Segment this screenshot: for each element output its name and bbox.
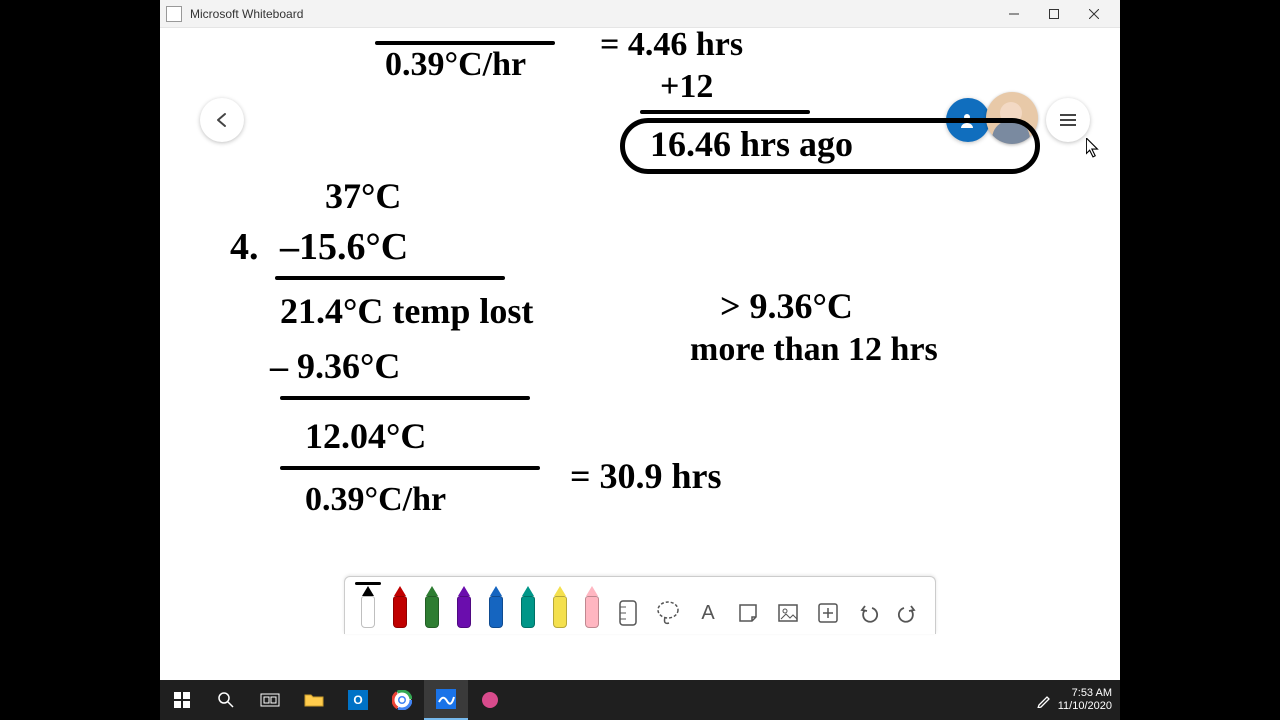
- search-icon: [217, 691, 235, 709]
- mouse-cursor: [1086, 138, 1100, 158]
- taskview-button[interactable]: [248, 680, 292, 720]
- text-tool[interactable]: A: [693, 598, 723, 628]
- taskbar-app[interactable]: [468, 680, 512, 720]
- ink-text: 0.39°C/hr: [305, 483, 446, 517]
- note-tool[interactable]: [733, 598, 763, 628]
- clock-date: 11/10/2020: [1058, 700, 1112, 713]
- settings-menu-button[interactable]: [1046, 98, 1090, 142]
- ink-line: [375, 41, 555, 45]
- pen-tray: A: [344, 576, 936, 634]
- undo-button[interactable]: [853, 598, 883, 628]
- ink-text: 16.46 hrs ago: [650, 126, 853, 162]
- app-icon: [166, 6, 182, 22]
- ink-text: 21.4°C temp lost: [280, 293, 533, 329]
- pen-tool-2[interactable]: [421, 586, 443, 628]
- arrow-left-icon: [213, 111, 231, 129]
- system-clock[interactable]: 7:53 AM 11/10/2020: [1058, 687, 1112, 713]
- ink-line: [280, 396, 530, 400]
- ink-text: 37°C: [325, 178, 401, 214]
- start-button[interactable]: [160, 680, 204, 720]
- window-title: Microsoft Whiteboard: [190, 7, 303, 21]
- ink-line: [280, 466, 540, 470]
- outlook-icon: O: [348, 690, 368, 710]
- image-tool[interactable]: [773, 598, 803, 628]
- taskbar-chrome[interactable]: [380, 680, 424, 720]
- windows-icon: [174, 692, 190, 708]
- pen-tool-5[interactable]: [517, 586, 539, 628]
- close-button[interactable]: [1074, 0, 1114, 28]
- minimize-button[interactable]: [994, 0, 1034, 28]
- lasso-tool[interactable]: [653, 598, 683, 628]
- pen-tool-1[interactable]: [389, 586, 411, 628]
- ruler-tool[interactable]: [613, 598, 643, 628]
- letterbox-left: [0, 0, 160, 720]
- ink-line: [275, 276, 505, 280]
- hamburger-icon: [1059, 113, 1077, 127]
- add-tool[interactable]: [813, 598, 843, 628]
- folder-icon: [304, 692, 324, 708]
- ink-text: 12.04°C: [305, 418, 426, 454]
- pen-tool-6[interactable]: [549, 586, 571, 628]
- ink-text: = 30.9 hrs: [570, 458, 722, 494]
- ink-workspace-icon[interactable]: [1036, 692, 1052, 708]
- titlebar: Microsoft Whiteboard: [160, 0, 1120, 28]
- ink-text: 0.39°C/hr: [385, 48, 526, 82]
- app-icon: [481, 691, 499, 709]
- chrome-icon: [392, 690, 412, 710]
- clock-time: 7:53 AM: [1058, 687, 1112, 700]
- taskview-icon: [260, 693, 280, 707]
- taskbar: O 7:53 AM 11/10/2020: [160, 680, 1120, 720]
- ink-text: > 9.36°C: [720, 288, 853, 324]
- ink-text: more than 12 hrs: [690, 333, 938, 367]
- ink-line: [640, 110, 810, 114]
- pen-tool-7[interactable]: [581, 586, 603, 628]
- taskbar-explorer[interactable]: [292, 680, 336, 720]
- ink-text: = 4.46 hrs: [600, 28, 743, 62]
- ink-text: – 9.36°C: [270, 348, 400, 384]
- back-button[interactable]: [200, 98, 244, 142]
- taskbar-whiteboard[interactable]: [424, 680, 468, 720]
- pen-tool-0[interactable]: [357, 586, 379, 628]
- ink-text: +12: [660, 70, 713, 104]
- app-window: Microsoft Whiteboard: [160, 0, 1120, 720]
- whiteboard-icon: [436, 689, 456, 709]
- search-button[interactable]: [204, 680, 248, 720]
- pen-tool-3[interactable]: [453, 586, 475, 628]
- whiteboard-canvas[interactable]: 0.39°C/hr = 4.46 hrs +12 16.46 hrs ago 4…: [160, 28, 1120, 680]
- ink-text: 4.: [230, 228, 259, 266]
- letterbox-right: [1120, 0, 1280, 720]
- redo-button[interactable]: [893, 598, 923, 628]
- maximize-button[interactable]: [1034, 0, 1074, 28]
- taskbar-outlook[interactable]: O: [336, 680, 380, 720]
- ink-text: –15.6°C: [280, 228, 408, 266]
- pen-tool-4[interactable]: [485, 586, 507, 628]
